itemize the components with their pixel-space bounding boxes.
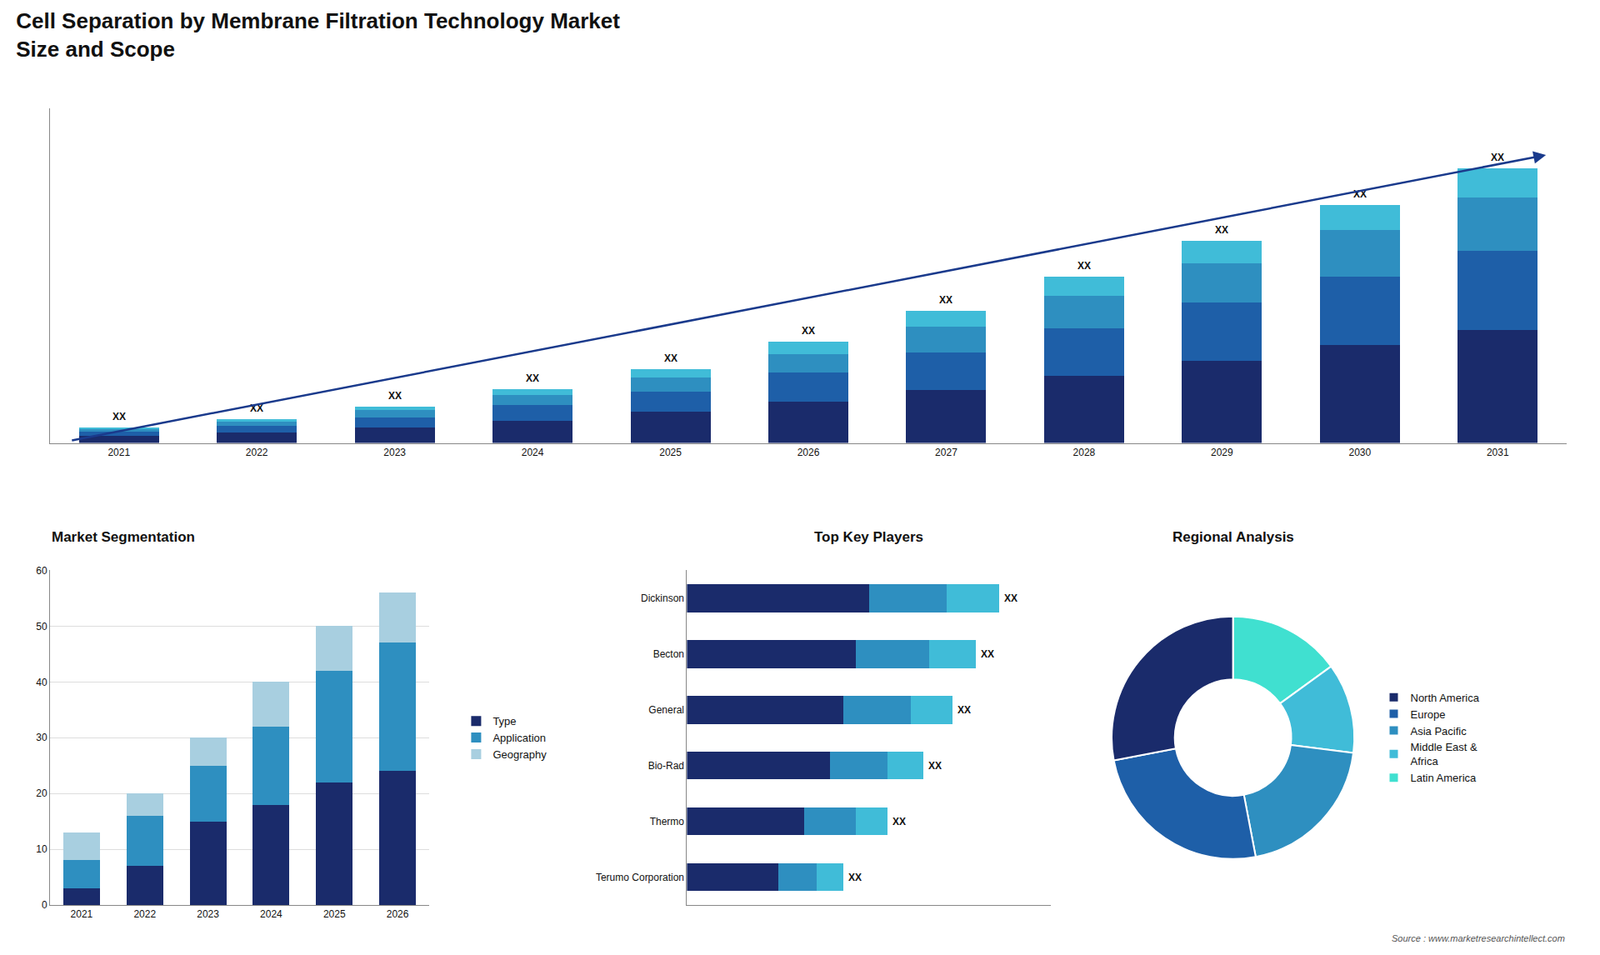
svg-text:XX: XX: [928, 760, 942, 772]
svg-text:Regional Analysis: Regional Analysis: [1172, 529, 1295, 545]
svg-text:XX: XX: [1077, 260, 1091, 272]
svg-text:2021: 2021: [70, 908, 94, 920]
svg-text:2024: 2024: [260, 908, 283, 920]
svg-text:XX: XX: [664, 352, 678, 365]
svg-text:Bio-Rad: Bio-Rad: [648, 760, 685, 772]
svg-text:20: 20: [35, 787, 48, 800]
svg-text:2021: 2021: [107, 446, 130, 459]
svg-text:2027: 2027: [935, 446, 958, 459]
svg-text:XX: XX: [1490, 151, 1505, 164]
svg-text:XX: XX: [388, 390, 402, 402]
svg-text:Application: Application: [492, 731, 546, 745]
svg-text:Source : www.marketresearchint: Source : www.marketresearchintellect.com: [1391, 933, 1565, 944]
svg-text:2022: 2022: [245, 446, 269, 459]
svg-text:General: General: [648, 704, 685, 716]
svg-text:2030: 2030: [1348, 446, 1371, 459]
svg-text:2023: 2023: [196, 908, 220, 920]
svg-text:2029: 2029: [1210, 446, 1234, 459]
svg-text:XX: XX: [801, 325, 815, 337]
svg-text:Dickinson: Dickinson: [640, 592, 685, 605]
svg-text:XX: XX: [939, 294, 953, 306]
svg-text:10: 10: [35, 843, 48, 855]
svg-text:Type: Type: [492, 715, 516, 728]
svg-text:Latin America: Latin America: [1410, 771, 1478, 785]
svg-text:Becton: Becton: [653, 648, 685, 660]
svg-text:Geography: Geography: [492, 748, 547, 761]
svg-text:2023: 2023: [383, 446, 406, 459]
svg-text:2022: 2022: [133, 908, 156, 920]
svg-text:XX: XX: [892, 815, 906, 828]
svg-text:2028: 2028: [1073, 446, 1096, 459]
svg-text:2031: 2031: [1486, 446, 1510, 459]
svg-text:50: 50: [35, 620, 48, 633]
svg-text:Asia Pacific: Asia Pacific: [1410, 725, 1468, 738]
svg-text:Europe: Europe: [1410, 708, 1446, 721]
svg-text:XX: XX: [848, 871, 862, 884]
svg-text:Market Segmentation: Market Segmentation: [51, 529, 195, 545]
svg-text:30: 30: [35, 731, 48, 744]
svg-text:40: 40: [35, 676, 48, 689]
svg-text:2025: 2025: [659, 446, 682, 459]
svg-text:Cell Separation by Membrane Fi: Cell Separation by Membrane Filtration T…: [15, 8, 620, 62]
svg-text:XX: XX: [1353, 188, 1367, 200]
svg-text:2024: 2024: [521, 446, 545, 459]
svg-text:Thermo: Thermo: [650, 815, 685, 828]
svg-text:Middle East &Africa: Middle East &Africa: [1410, 740, 1479, 768]
svg-text:North America: North America: [1410, 691, 1480, 705]
svg-text:2026: 2026: [797, 446, 820, 459]
svg-text:XX: XX: [980, 648, 995, 660]
svg-text:2025: 2025: [323, 908, 346, 920]
svg-text:XX: XX: [1004, 592, 1018, 605]
svg-text:0: 0: [41, 899, 48, 911]
svg-text:XX: XX: [1215, 224, 1229, 236]
svg-text:60: 60: [35, 565, 48, 577]
svg-text:2026: 2026: [386, 908, 410, 920]
svg-text:XX: XX: [957, 704, 971, 716]
svg-text:Top Key Players: Top Key Players: [814, 529, 924, 545]
svg-text:Terumo Corporation: Terumo Corporation: [595, 871, 685, 884]
svg-text:XX: XX: [525, 372, 540, 385]
svg-text:XX: XX: [250, 402, 264, 415]
svg-text:XX: XX: [112, 410, 126, 423]
